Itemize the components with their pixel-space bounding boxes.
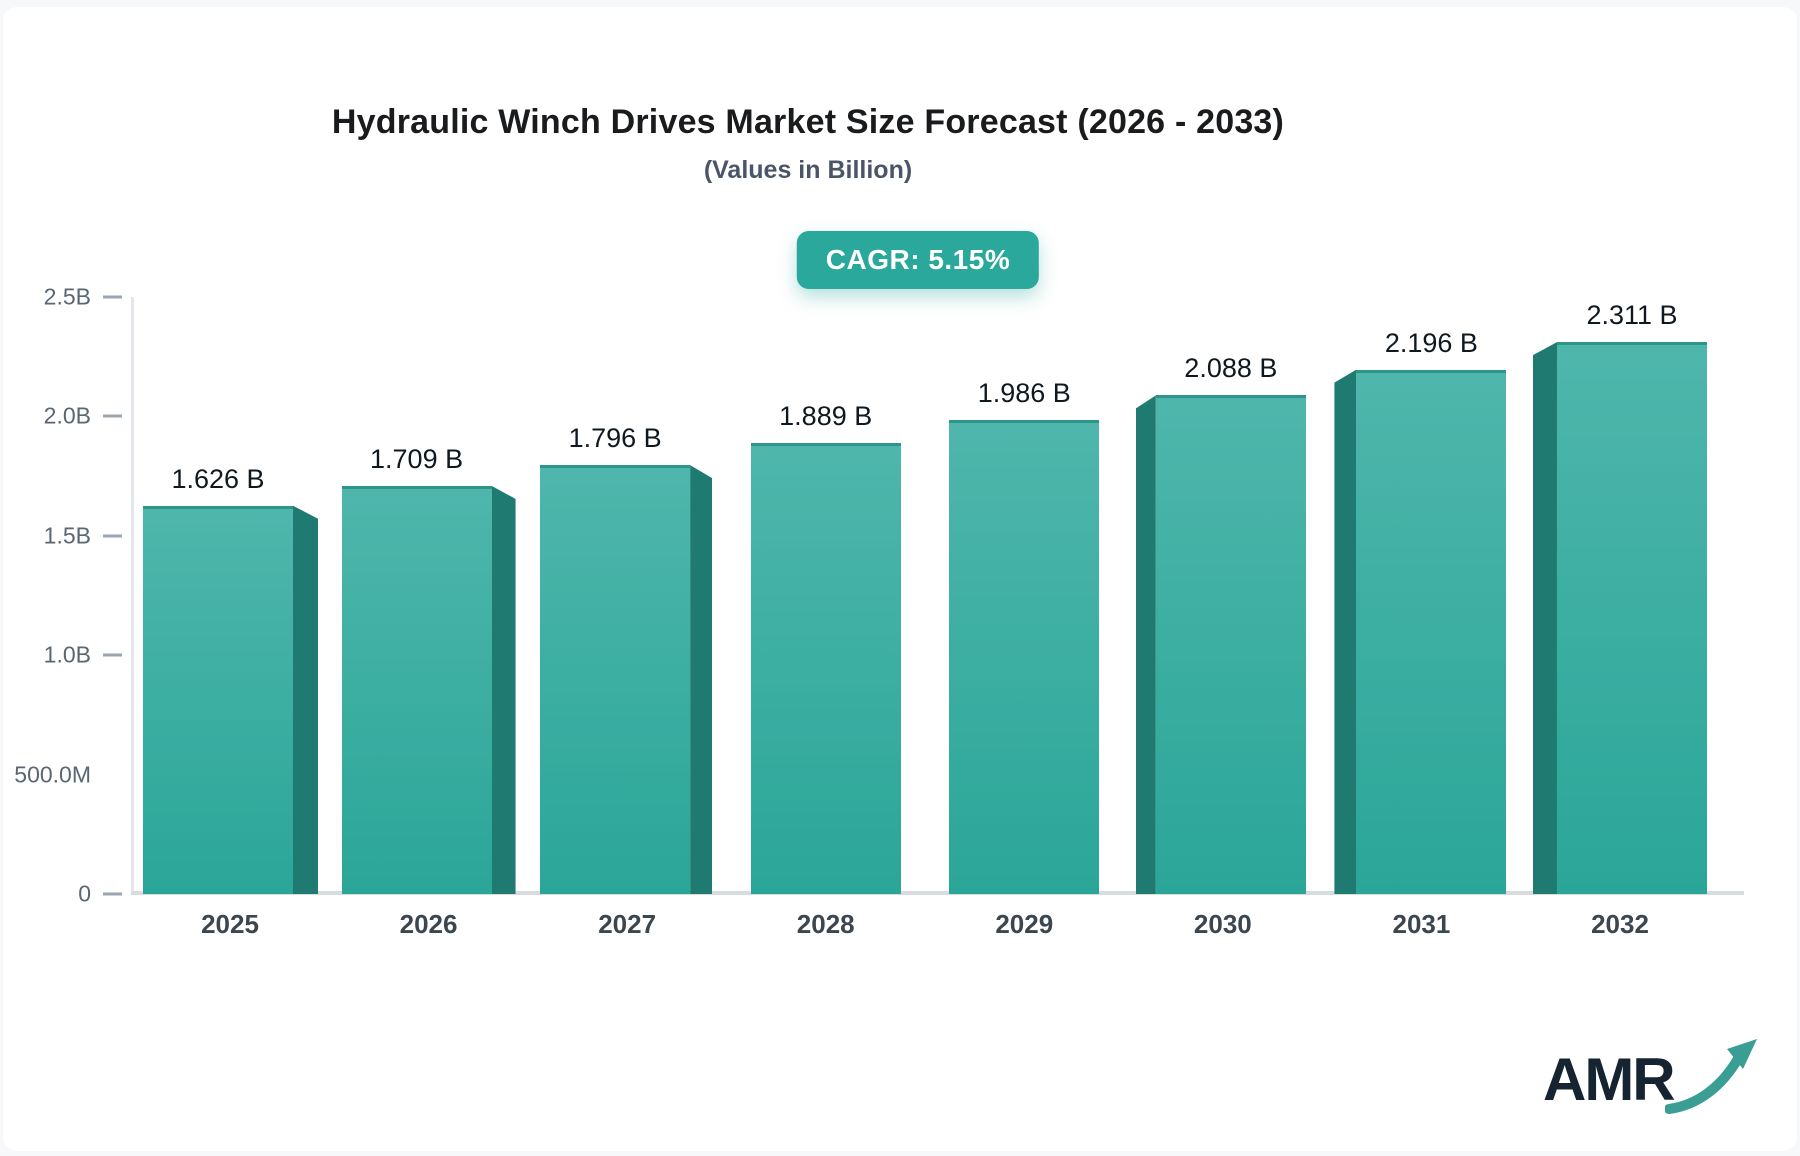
bar-value-label: 1.986 B [977, 377, 1071, 408]
y-axis-tick [103, 414, 122, 418]
bar-2026 [341, 485, 492, 894]
bar-side-face [1532, 342, 1557, 894]
bar-value-label: 2.311 B [1586, 300, 1678, 331]
bar-2029 [949, 419, 1100, 894]
bar-value-label: 1.626 B [171, 463, 265, 494]
y-axis-label: 1.0B [43, 641, 91, 668]
x-axis-label: 2029 [995, 909, 1054, 939]
bar-2030 [1155, 395, 1306, 894]
bar-2027 [540, 465, 691, 894]
bar-side-face [491, 485, 516, 894]
y-axis-line [131, 297, 134, 894]
x-axis-label: 2025 [201, 909, 259, 939]
y-axis-tick [103, 653, 122, 657]
x-axis-label: 2028 [796, 909, 855, 939]
bar-value-label: 1.796 B [568, 423, 662, 454]
amr-logo-text: AMR [1543, 1046, 1676, 1113]
bar-value-label: 2.088 B [1184, 353, 1278, 384]
x-axis-label: 2032 [1591, 909, 1649, 939]
chart-card: Hydraulic Winch Drives Market Size Forec… [3, 7, 1797, 1151]
y-axis-label: 1.5B [43, 522, 91, 549]
y-axis-label: 500.0M [14, 761, 91, 788]
x-axis-label: 2027 [598, 909, 657, 939]
x-axis-line [131, 891, 1744, 895]
bar-side-face [1135, 395, 1156, 894]
y-axis-label: 2.5B [43, 283, 91, 310]
bar-side-face [690, 465, 713, 894]
bar-chart: 2.5B 2.0B 1.5B 1.0B 500.0M 0 1.626 B 1.709 B 1.… [3, 7, 1797, 1151]
bar-side-face [1334, 369, 1357, 894]
trend-up-arrow-icon [1665, 1039, 1757, 1114]
chart-title: Hydraulic Winch Drives Market Size Forec… [331, 103, 1285, 141]
bar-2031 [1356, 369, 1507, 894]
x-axis-label: 2026 [399, 909, 458, 939]
bar-value-label: 1.709 B [370, 443, 464, 474]
bar-2028 [750, 442, 901, 894]
y-axis-label: 2.0B [43, 402, 91, 429]
y-axis-tick [103, 892, 122, 896]
bar-2025 [143, 505, 293, 894]
x-axis-label: 2030 [1193, 909, 1252, 939]
bar-2032 [1556, 342, 1707, 894]
amr-logo: AMR [1543, 1035, 1783, 1131]
bar-value-label: 1.889 B [779, 400, 873, 431]
chart-subtitle: (Values in Billion) [703, 156, 913, 184]
bar-value-label: 2.196 B [1384, 327, 1478, 358]
x-axis-label: 2031 [1392, 909, 1451, 939]
y-axis-label: 0 [78, 880, 91, 907]
y-axis-tick [103, 534, 122, 538]
cagr-badge: CAGR: 5.15% [796, 231, 1040, 289]
y-axis-tick [103, 295, 122, 299]
bar-side-face [293, 505, 318, 894]
